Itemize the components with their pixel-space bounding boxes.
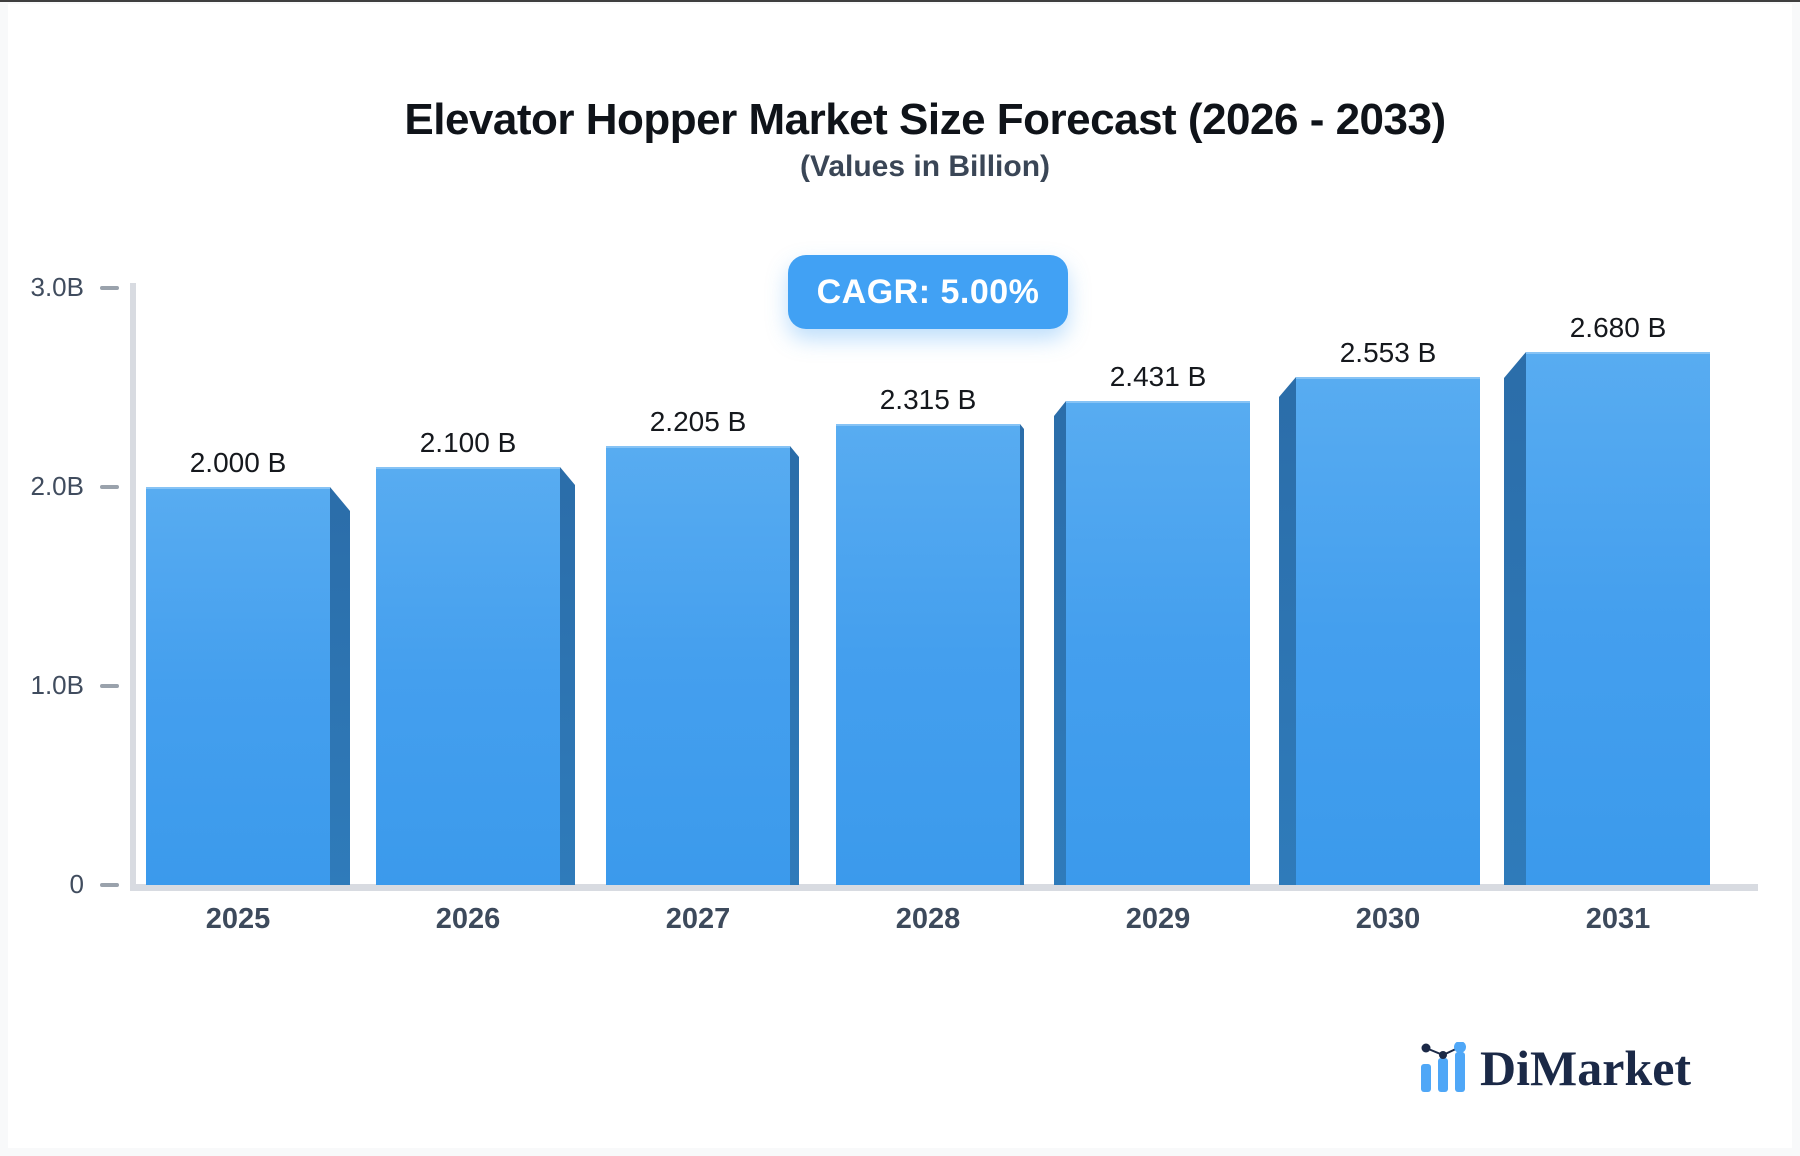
chart-title: Elevator Hopper Market Size Forecast (20… [404, 95, 1446, 144]
dimarket-logo: DiMarket [1420, 1040, 1692, 1096]
window-top-edge [0, 0, 1800, 2]
y-axis-tick-label: 0 [69, 869, 84, 899]
x-axis-category-label-2025: 2025 [205, 903, 271, 935]
bar-value-label-2026: 2.100 B [419, 427, 517, 458]
bar-2028 [836, 424, 1020, 885]
bar-3d-side-2028 [1020, 424, 1024, 885]
bar-3d-side-2025 [330, 487, 350, 885]
bar-2031 [1526, 352, 1710, 885]
y-axis-tick-label: 3.0B [30, 272, 85, 302]
bar-2027 [606, 446, 790, 885]
chart-subtitle: (Values in Billion) [799, 150, 1051, 183]
x-axis-category-label-2030: 2030 [1355, 903, 1421, 935]
bar-value-label-2027: 2.205 B [649, 406, 747, 437]
bar-value-label-2025: 2.000 B [189, 447, 287, 478]
cagr-badge-label: CAGR: 5.00% [816, 272, 1040, 311]
bar-3d-side-2031 [1504, 352, 1526, 885]
x-axis-category-label-2027: 2027 [665, 903, 731, 935]
y-axis-tick-label: 2.0B [30, 471, 85, 501]
cagr-badge: CAGR: 5.00% [788, 255, 1068, 329]
bar-3d-side-2026 [560, 467, 575, 885]
dimarket-logo-text: DiMarket [1480, 1040, 1692, 1096]
bar-value-label-2029: 2.431 B [1109, 361, 1207, 392]
bar-value-label-2028: 2.315 B [879, 384, 977, 415]
bar-3d-side-2027 [790, 446, 799, 885]
y-axis-line [130, 283, 136, 889]
x-axis-baseline [130, 884, 1758, 891]
bar-2029 [1066, 401, 1250, 885]
bar-3d-side-2029 [1054, 401, 1066, 885]
y-axis-tick-label: 1.0B [30, 670, 85, 700]
bar-2025 [146, 487, 330, 885]
y-axis-tick-mark [100, 684, 119, 688]
bar-value-label-2031: 2.680 B [1569, 312, 1667, 343]
x-axis-category-label-2026: 2026 [435, 903, 501, 935]
bar-value-label-2030: 2.553 B [1339, 337, 1437, 368]
y-axis-tick-mark [100, 485, 119, 489]
x-axis-category-label-2031: 2031 [1585, 903, 1651, 935]
x-axis-category-label-2028: 2028 [895, 903, 961, 935]
x-axis-category-label-2029: 2029 [1125, 903, 1191, 935]
bar-2030 [1296, 377, 1480, 885]
dimarket-logo-icon [1421, 1042, 1466, 1092]
bar-2026 [376, 467, 560, 885]
y-axis-tick-mark [100, 883, 119, 887]
bar-3d-side-2030 [1279, 377, 1296, 885]
y-axis-tick-mark [100, 286, 119, 290]
